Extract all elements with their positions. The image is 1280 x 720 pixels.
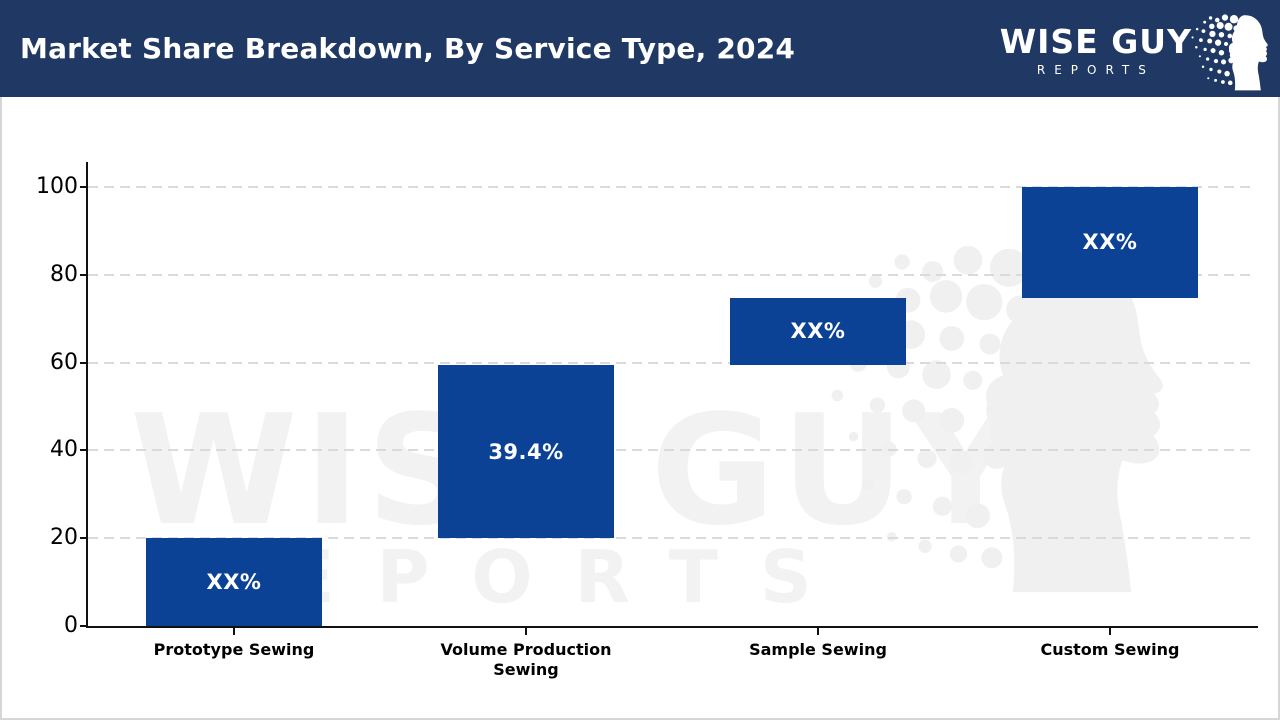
y-tick-label: 60 — [50, 349, 78, 375]
x-category-label: Custom Sewing — [1040, 640, 1180, 659]
x-axis-tick — [1109, 628, 1111, 635]
bar-value-label: XX% — [206, 570, 262, 595]
header-bar: Market Share Breakdown, By Service Type,… — [0, 0, 1280, 97]
logo-head-icon — [1180, 9, 1270, 91]
gridline-80 — [88, 273, 1256, 276]
x-category-label: Volume Production Sewing — [440, 640, 612, 679]
bar-value-label: XX% — [790, 319, 846, 344]
x-axis-tick — [525, 628, 527, 635]
gridline-60 — [88, 361, 1256, 364]
wise-guy-reports-logo: WISE GUY REPORTS — [1000, 8, 1266, 92]
bar-4: XX% — [1022, 187, 1198, 298]
x-category-label: Sample Sewing — [749, 640, 887, 659]
y-tick-label: 100 — [36, 174, 78, 199]
x-axis-line — [86, 626, 1258, 628]
y-axis-line — [86, 162, 88, 628]
y-axis-tick — [80, 537, 87, 540]
gridline-40 — [88, 449, 1256, 452]
logo-text: WISE GUY REPORTS — [999, 22, 1192, 78]
bar-2: 39.4% — [438, 365, 614, 539]
bar-value-label: 39.4% — [488, 439, 564, 464]
gridline-20 — [88, 537, 1256, 540]
y-tick-label: 0 — [64, 613, 78, 638]
bar-1: XX% — [146, 538, 322, 626]
x-axis-tick — [817, 628, 819, 635]
y-axis-tick — [80, 186, 87, 188]
y-axis-tick — [80, 273, 87, 276]
x-category-label: Prototype Sewing — [153, 640, 315, 659]
bar-value-label: XX% — [1082, 230, 1138, 255]
y-axis-tick — [80, 449, 87, 452]
bar-3: XX% — [730, 297, 906, 366]
y-tick-label: 20 — [50, 525, 78, 551]
y-tick-label: 80 — [50, 261, 78, 287]
x-axis-tick — [233, 628, 235, 635]
y-axis-tick — [80, 361, 87, 364]
logo-wordmark: WISE GUY — [999, 22, 1192, 61]
page-title: Market Share Breakdown, By Service Type,… — [20, 32, 796, 65]
gridline-100 — [88, 186, 1256, 188]
y-tick-label: 40 — [50, 437, 78, 463]
logo-subtitle: REPORTS — [1036, 63, 1155, 77]
y-axis-tick — [80, 625, 87, 627]
